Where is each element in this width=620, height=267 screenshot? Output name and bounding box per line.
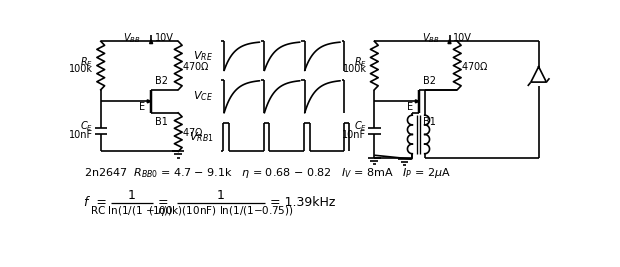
Text: 100k: 100k bbox=[343, 64, 366, 74]
Text: E: E bbox=[407, 103, 413, 112]
Text: $C_E$: $C_E$ bbox=[353, 119, 366, 133]
Polygon shape bbox=[149, 40, 153, 44]
Text: $V_{RB1}$: $V_{RB1}$ bbox=[188, 130, 213, 144]
Text: $C_E$: $C_E$ bbox=[80, 119, 93, 133]
Text: = 1.39kHz: = 1.39kHz bbox=[270, 197, 335, 210]
Text: =: = bbox=[157, 197, 168, 210]
Text: $V_{CE}$: $V_{CE}$ bbox=[193, 89, 213, 103]
Text: $V_{RE}$: $V_{RE}$ bbox=[193, 49, 213, 63]
Text: 1: 1 bbox=[128, 189, 136, 202]
Text: B1: B1 bbox=[423, 117, 436, 127]
Text: B2: B2 bbox=[423, 76, 436, 86]
Text: 10V: 10V bbox=[453, 33, 472, 43]
Text: $R_E$: $R_E$ bbox=[353, 55, 366, 69]
Text: E: E bbox=[139, 103, 145, 112]
Text: 470$\Omega$: 470$\Omega$ bbox=[182, 60, 210, 72]
Text: RC ln(1/(1 $-$ $\eta$)): RC ln(1/(1 $-$ $\eta$)) bbox=[91, 204, 173, 218]
Text: $R_E$: $R_E$ bbox=[80, 55, 93, 69]
Text: 10V: 10V bbox=[155, 33, 174, 43]
Text: 100k: 100k bbox=[69, 64, 93, 74]
Polygon shape bbox=[531, 67, 546, 82]
Text: 10nF: 10nF bbox=[342, 130, 366, 140]
Text: (100k)(10nF) ln(1/(1$-$0.75)): (100k)(10nF) ln(1/(1$-$0.75)) bbox=[148, 204, 294, 217]
Text: 47$\Omega$: 47$\Omega$ bbox=[182, 126, 203, 138]
Text: 1: 1 bbox=[217, 189, 225, 202]
Text: 470$\Omega$: 470$\Omega$ bbox=[461, 60, 489, 72]
Polygon shape bbox=[415, 100, 419, 103]
Text: 10nF: 10nF bbox=[69, 130, 93, 140]
Text: B1: B1 bbox=[155, 117, 168, 127]
Text: B2: B2 bbox=[155, 76, 168, 86]
Text: $V_{BB}$: $V_{BB}$ bbox=[123, 31, 141, 45]
Text: $V_{BB}$: $V_{BB}$ bbox=[422, 31, 440, 45]
Text: 2n2647  $R_{BB0}$ = 4.7 $-$ 9.1k   $\eta$ = 0.68 $-$ 0.82   $I_V$ = 8mA   $I_P$ : 2n2647 $R_{BB0}$ = 4.7 $-$ 9.1k $\eta$ =… bbox=[84, 166, 451, 180]
Polygon shape bbox=[448, 40, 451, 44]
Polygon shape bbox=[148, 100, 151, 103]
Text: f  =: f = bbox=[84, 197, 107, 210]
